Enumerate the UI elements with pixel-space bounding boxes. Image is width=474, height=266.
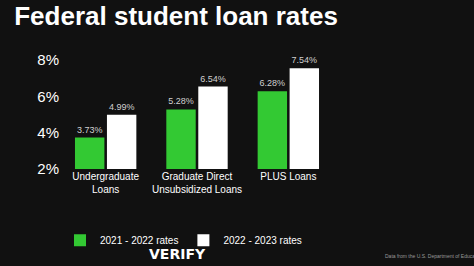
svg-text:6.28%: 6.28% bbox=[260, 78, 286, 88]
svg-text:6%: 6% bbox=[37, 88, 59, 105]
svg-text:2021 - 2022 rates: 2021 - 2022 rates bbox=[100, 235, 178, 246]
svg-text:4.99%: 4.99% bbox=[109, 102, 135, 112]
svg-text:Federal student loan rates: Federal student loan rates bbox=[14, 1, 338, 31]
svg-text:PLUS Loans: PLUS Loans bbox=[260, 171, 316, 182]
svg-text:UndergraduateLoans: UndergraduateLoans bbox=[72, 171, 139, 195]
svg-text:6.54%: 6.54% bbox=[200, 74, 226, 84]
svg-text:VERIFY: VERIFY bbox=[149, 246, 206, 262]
svg-text:Graduate DirectUnsubsidized Lo: Graduate DirectUnsubsidized Loans bbox=[152, 171, 242, 195]
svg-text:Data from the U.S. Department: Data from the U.S. Department of Educati… bbox=[385, 253, 474, 259]
svg-text:2%: 2% bbox=[37, 160, 59, 177]
svg-text:4%: 4% bbox=[37, 124, 59, 141]
svg-text:7.54%: 7.54% bbox=[292, 55, 318, 65]
svg-text:8%: 8% bbox=[37, 51, 59, 68]
svg-text:2022 - 2023 rates: 2022 - 2023 rates bbox=[223, 235, 301, 246]
svg-text:3.73%: 3.73% bbox=[77, 125, 103, 135]
svg-text:5.28%: 5.28% bbox=[168, 96, 194, 106]
